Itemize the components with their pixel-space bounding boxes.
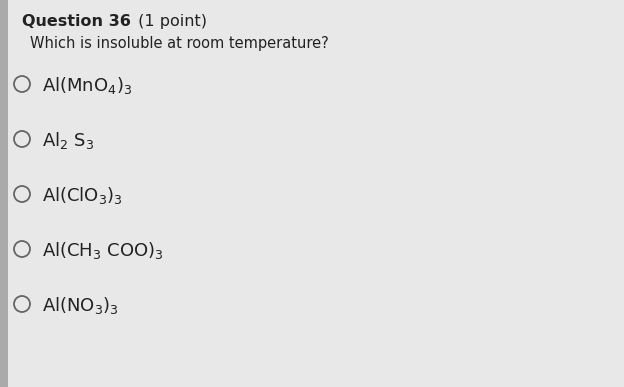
Text: Al(MnO$_4$)$_3$: Al(MnO$_4$)$_3$ (42, 75, 132, 96)
Text: Al(NO$_3$)$_3$: Al(NO$_3$)$_3$ (42, 295, 119, 316)
Text: Which is insoluble at room temperature?: Which is insoluble at room temperature? (30, 36, 329, 51)
Text: Al$_2$ S$_3$: Al$_2$ S$_3$ (42, 130, 94, 151)
Text: Al(CH$_3$ COO)$_3$: Al(CH$_3$ COO)$_3$ (42, 240, 164, 261)
FancyBboxPatch shape (0, 0, 8, 387)
Text: Al(ClO$_3$)$_3$: Al(ClO$_3$)$_3$ (42, 185, 123, 206)
Text: (1 point): (1 point) (133, 14, 207, 29)
Text: Question 36: Question 36 (22, 14, 131, 29)
